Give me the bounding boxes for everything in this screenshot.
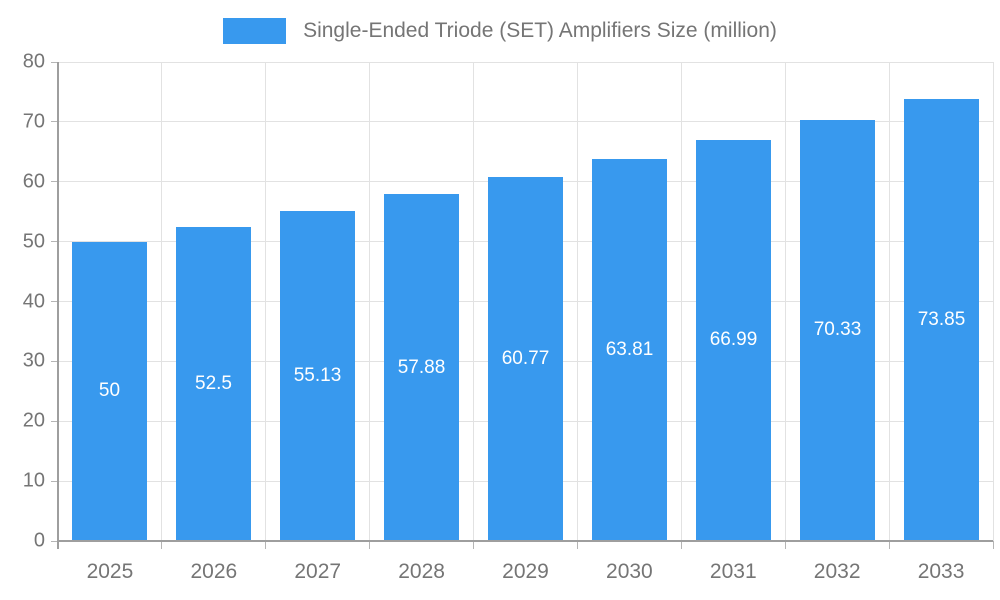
- gridline-vertical: [369, 62, 371, 541]
- x-axis-category-label: 2030: [606, 560, 653, 583]
- gridline-vertical: [473, 62, 475, 541]
- bar-value-label: 66.99: [709, 329, 758, 351]
- gridline-vertical: [680, 62, 682, 541]
- bar-value-label: 73.85: [917, 308, 966, 330]
- bar-value-label: 52.5: [195, 372, 232, 394]
- x-axis-tick: [888, 541, 890, 549]
- gridline-vertical: [161, 62, 163, 541]
- bar[interactable]: 52.5: [176, 226, 251, 541]
- y-axis-tick: [51, 301, 58, 302]
- gridline-vertical: [265, 62, 267, 541]
- gridline-vertical: [576, 62, 578, 541]
- bar[interactable]: 55.13: [280, 210, 355, 541]
- gridline-vertical: [992, 62, 994, 541]
- y-axis-tick: [51, 241, 58, 243]
- x-axis-tick: [680, 541, 682, 549]
- y-axis-tick-label: 30: [22, 349, 45, 372]
- gridline-vertical: [888, 62, 890, 541]
- x-axis-tick: [992, 541, 994, 549]
- legend-item[interactable]: Single-Ended Triode (SET) Amplifiers Siz…: [0, 18, 1000, 44]
- x-axis-tick: [784, 541, 786, 549]
- x-axis-category-label: 2027: [294, 560, 342, 583]
- x-axis-category-label: 2029: [502, 560, 549, 583]
- bar[interactable]: 70.33: [800, 119, 875, 541]
- bar-value-label: 70.33: [813, 319, 862, 341]
- y-axis-tick: [51, 540, 58, 542]
- y-axis-tick: [51, 360, 58, 362]
- gridline-vertical: [784, 62, 786, 541]
- y-axis-tick: [51, 181, 58, 183]
- bar[interactable]: 63.81: [592, 158, 667, 541]
- legend-swatch: [223, 18, 287, 44]
- y-axis-tick: [51, 480, 58, 482]
- bar[interactable]: 60.77: [488, 177, 563, 541]
- y-axis-tick-label: 70: [22, 110, 45, 133]
- y-axis-tick: [51, 61, 58, 63]
- x-axis-tick: [473, 541, 475, 549]
- x-axis-category-label: 2031: [709, 560, 757, 583]
- x-axis-tick: [265, 541, 267, 549]
- x-axis-tick: [576, 541, 578, 549]
- y-axis-line: [57, 62, 59, 549]
- x-axis-category-label: 2033: [917, 560, 965, 583]
- y-axis-tick-label: 10: [22, 469, 45, 492]
- bar[interactable]: 50: [72, 241, 147, 541]
- bar-value-label: 63.81: [605, 338, 654, 360]
- gridline-horizontal: [58, 61, 993, 63]
- bar[interactable]: 66.99: [696, 139, 771, 541]
- y-axis-tick: [51, 121, 58, 123]
- bar-value-label: 50: [98, 380, 121, 402]
- x-axis-tick: [369, 541, 371, 549]
- x-axis-tick: [161, 541, 163, 549]
- y-axis-tick-label: 80: [22, 50, 45, 73]
- bar[interactable]: 57.88: [384, 194, 459, 541]
- y-axis-tick-label: 20: [22, 409, 45, 432]
- x-axis-category-label: 2028: [398, 560, 445, 583]
- gridline-horizontal: [58, 121, 993, 123]
- legend-label: Single-Ended Triode (SET) Amplifiers Siz…: [303, 19, 777, 42]
- bar-value-label: 60.77: [501, 348, 550, 370]
- y-axis-tick-label: 50: [22, 230, 45, 253]
- x-axis-category-label: 2032: [813, 560, 861, 583]
- y-axis-tick-label: 40: [22, 290, 45, 312]
- x-axis-line: [57, 540, 993, 542]
- x-axis-category-label: 2026: [190, 560, 238, 583]
- x-axis-category-label: 2025: [86, 560, 134, 583]
- bar[interactable]: 73.85: [904, 98, 979, 541]
- y-axis-tick: [51, 420, 58, 422]
- y-axis-tick-label: 60: [22, 170, 45, 193]
- bar-value-label: 57.88: [397, 356, 446, 378]
- y-axis-tick-label: 0: [33, 529, 45, 552]
- bar-value-label: 55.13: [293, 364, 342, 386]
